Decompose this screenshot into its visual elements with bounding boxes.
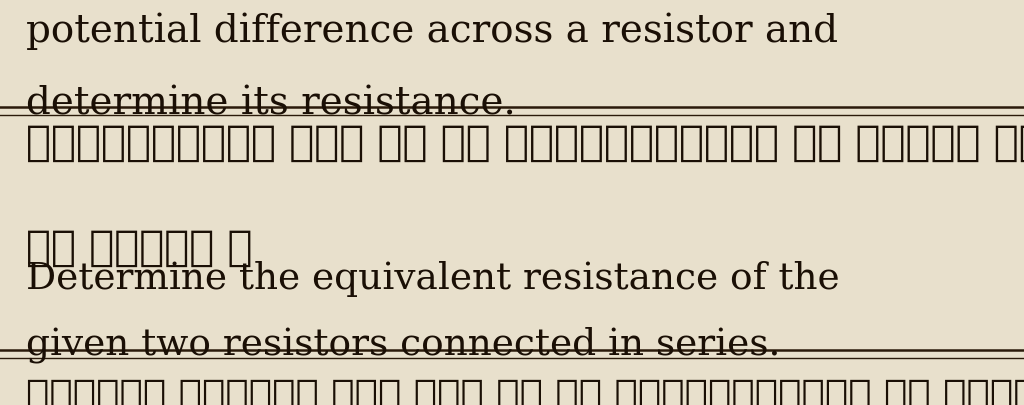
Text: given two resistors connected in series.: given two resistors connected in series. [26,326,780,362]
Text: potential difference across a resistor and: potential difference across a resistor a… [26,12,838,50]
Text: determine its resistance.: determine its resistance. [26,85,515,122]
Text: कर लिखें ।: कर लिखें । [26,227,252,269]
Text: समांतर श्रेणी में दिए गए दो प्रतिरोधकों का तल्य प्रतिरोध: समांतर श्रेणी में दिए गए दो प्रतिरोधकों … [26,377,1024,405]
Text: श्रेणीबद्ध दिए गए दो प्रतिरोधकों का तुल्य प्रतिरोध ज्ञात: श्रेणीबद्ध दिए गए दो प्रतिरोधकों का तुल्… [26,122,1024,164]
Text: Determine the equivalent resistance of the: Determine the equivalent resistance of t… [26,261,840,297]
